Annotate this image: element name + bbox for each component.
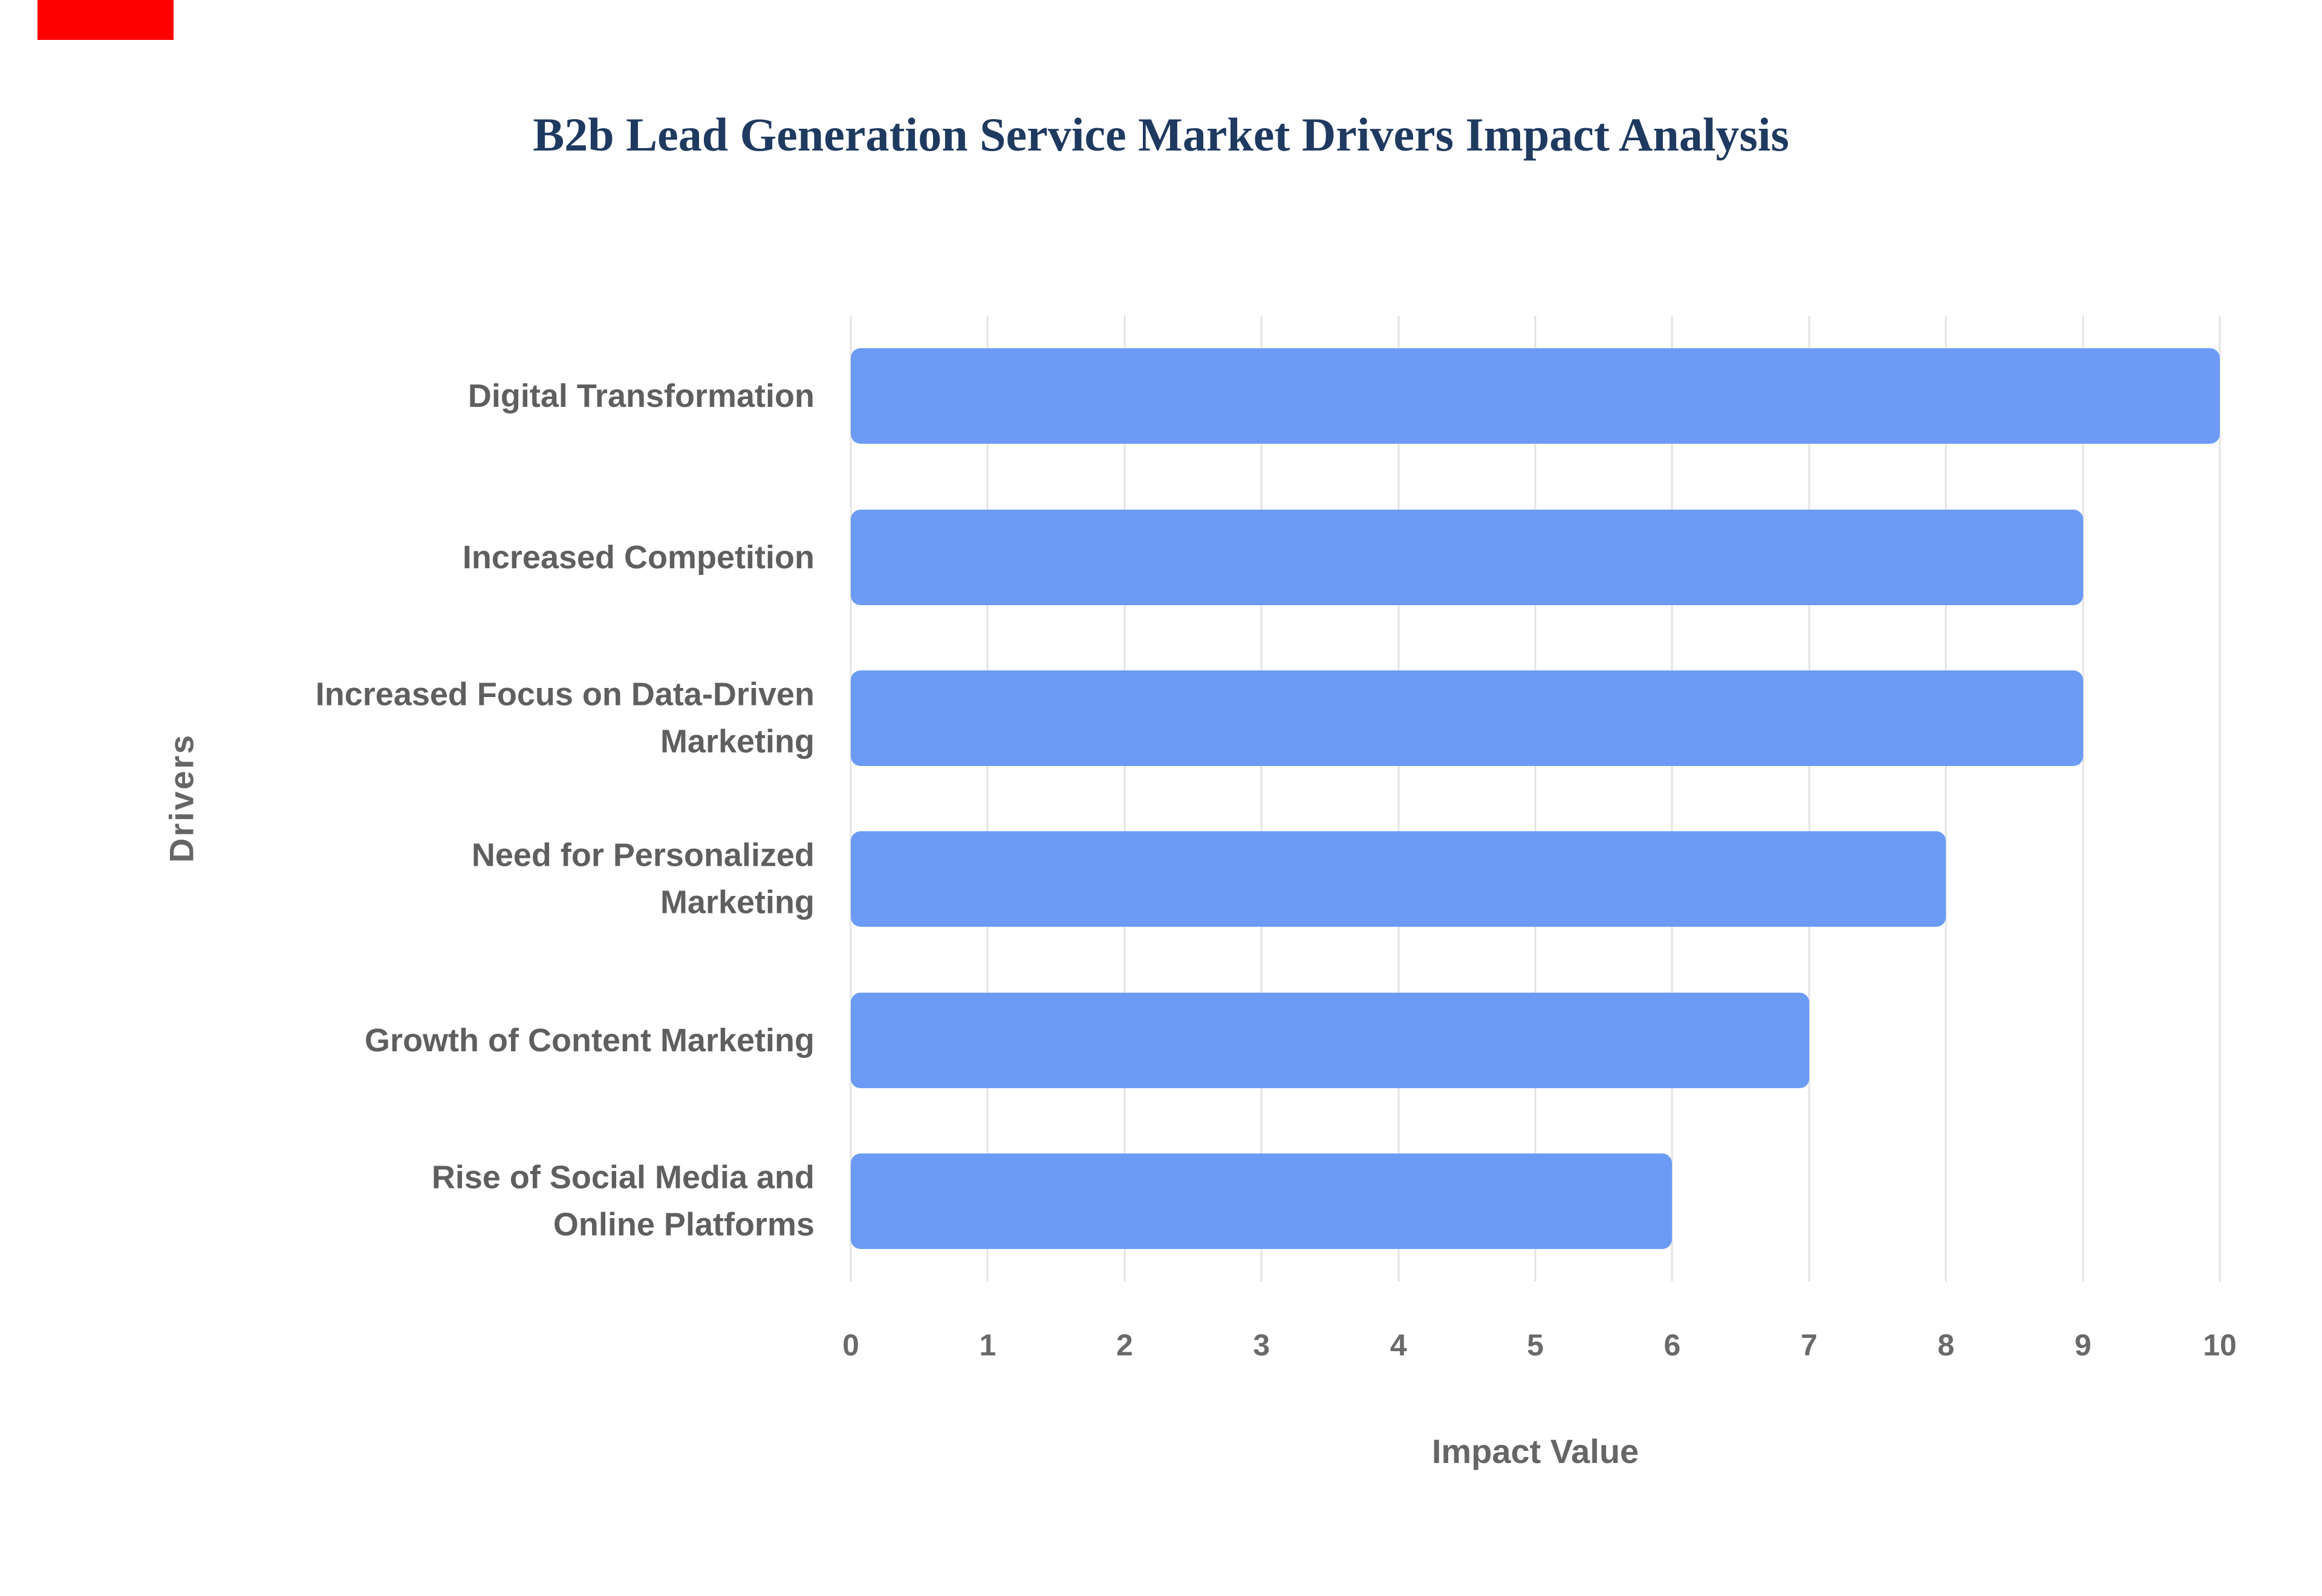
- gridline-3: [1260, 316, 1263, 1282]
- gridline-0: [850, 316, 852, 1282]
- x-tick-label-5: 5: [1527, 1328, 1544, 1362]
- red-artifact-block: [37, 0, 174, 40]
- x-tick-label-0: 0: [842, 1328, 859, 1362]
- x-tick-label-6: 6: [1663, 1328, 1681, 1362]
- x-axis-title: Impact Value: [1431, 1432, 1639, 1470]
- bar-2: [851, 509, 2083, 605]
- x-tick-label-9: 9: [2074, 1328, 2092, 1362]
- category-label-5: Growth of Content Marketing: [365, 1022, 815, 1059]
- chart-title: B2b Lead Generation Service Market Drive…: [533, 108, 1789, 161]
- gridline-6: [1671, 316, 1673, 1282]
- gridline-9: [2082, 316, 2084, 1282]
- bar-1: [851, 348, 2220, 444]
- bar-4: [851, 831, 1946, 927]
- category-label-1: Digital Transformation: [467, 378, 815, 415]
- gridline-7: [1808, 316, 1810, 1282]
- bar-6: [851, 1153, 1673, 1249]
- bar-5: [851, 992, 1809, 1088]
- category-label-4: Need for Personalized Marketing: [471, 837, 815, 921]
- x-tick-label-3: 3: [1253, 1328, 1270, 1362]
- y-axis-category-labels: Digital Transformation Increased Competit…: [0, 316, 815, 1282]
- x-tick-label-1: 1: [979, 1328, 997, 1362]
- plot-area: [850, 316, 2221, 1282]
- x-tick-label-4: 4: [1390, 1328, 1407, 1362]
- bar-3: [851, 670, 2083, 766]
- gridline-4: [1397, 316, 1400, 1282]
- gridline-1: [986, 316, 989, 1282]
- x-tick-label-10: 10: [2203, 1328, 2237, 1362]
- gridline-10: [2219, 316, 2221, 1282]
- category-label-3: Increased Focus on Data-Driven Marketing: [315, 676, 815, 760]
- x-tick-label-7: 7: [1800, 1328, 1818, 1362]
- x-tick-label-2: 2: [1116, 1328, 1133, 1362]
- gridline-5: [1534, 316, 1537, 1282]
- x-tick-label-8: 8: [1937, 1328, 1955, 1362]
- category-label-2: Increased Competition: [462, 539, 815, 576]
- x-axis-tick-labels: 0 1 2 3 4 5 6 7 8 9 10: [842, 1328, 2237, 1376]
- category-label-6: Rise of Social Media and Online Platform…: [431, 1159, 815, 1243]
- gridline-8: [1945, 316, 1947, 1282]
- gridline-2: [1124, 316, 1126, 1282]
